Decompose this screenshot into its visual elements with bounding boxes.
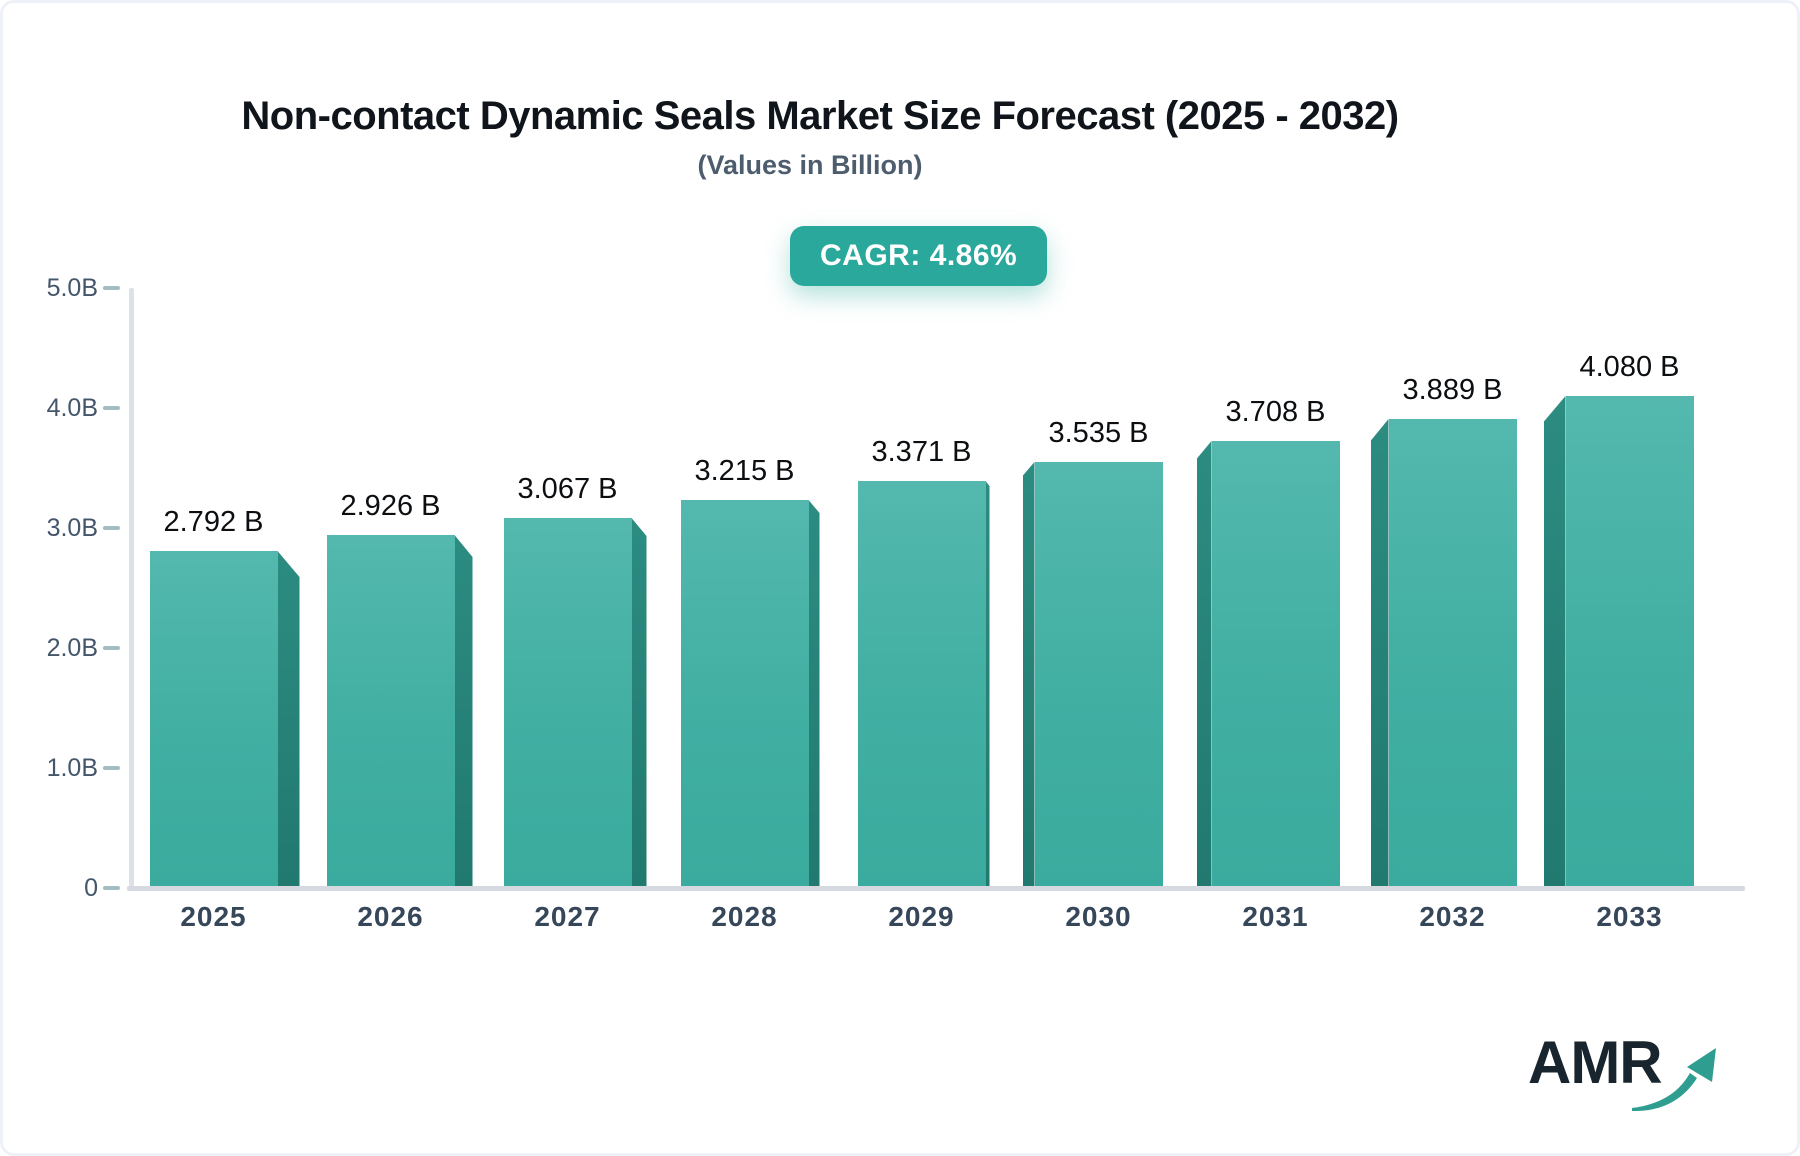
bar-side-face-2033 <box>1543 396 1566 886</box>
chart-title: Non-contact Dynamic Seals Market Size Fo… <box>241 94 1399 138</box>
x-axis-year-label: 2027 <box>534 901 601 932</box>
bar-value-label-2029: 3.371 B <box>871 436 972 468</box>
x-axis-year-label: 2029 <box>888 901 955 932</box>
x-axis-year-label: 2033 <box>1596 901 1663 932</box>
bar-side-face-2028 <box>808 500 820 886</box>
bar-side-face-2025 <box>277 551 300 886</box>
bar-2032 <box>1388 419 1517 886</box>
y-axis-tick-mark <box>103 286 120 290</box>
y-axis-tick-label: 3.0B <box>46 514 98 542</box>
y-axis-line <box>129 288 134 888</box>
x-axis-year-label: 2028 <box>711 901 778 932</box>
bar-2031 <box>1211 441 1340 886</box>
bar-side-face-2031 <box>1196 441 1212 886</box>
bar-value-label-2026: 2.926 B <box>340 490 441 522</box>
bar-side-face-2032 <box>1370 419 1389 886</box>
x-axis-year-label: 2025 <box>180 901 247 932</box>
y-axis-tick-label: 5.0B <box>46 274 98 302</box>
bar-value-label-2025: 2.792 B <box>163 506 264 538</box>
bar-2028 <box>680 500 809 886</box>
bar-2033 <box>1565 396 1694 886</box>
chart-subtitle: (Values in Billion) <box>697 150 923 180</box>
bar-value-label-2033: 4.080 B <box>1579 351 1680 383</box>
x-axis-year-label: 2031 <box>1242 901 1309 932</box>
amr-logo-text: AMR <box>1528 1029 1663 1096</box>
bar-side-face-2027 <box>631 518 647 886</box>
y-axis-tick-mark <box>103 886 120 890</box>
cagr-badge: CAGR: 4.86% <box>790 226 1048 286</box>
bar-2025 <box>149 551 278 886</box>
bar-value-label-2030: 3.535 B <box>1048 417 1149 449</box>
bar-value-label-2032: 3.889 B <box>1402 374 1503 406</box>
y-axis-tick-label: 0 <box>84 874 98 902</box>
bar-value-label-2031: 3.708 B <box>1225 396 1326 428</box>
y-axis-tick-mark <box>103 766 120 770</box>
y-axis-tick-mark <box>103 526 120 530</box>
bar-2030 <box>1034 462 1163 886</box>
bar-2026 <box>326 535 455 886</box>
growth-arrow-icon <box>1632 1048 1716 1112</box>
bar-value-label-2028: 3.215 B <box>694 455 795 487</box>
x-axis-year-label: 2030 <box>1065 901 1132 932</box>
bar-2029 <box>857 481 986 886</box>
bar-value-label-2027: 3.067 B <box>517 473 618 505</box>
y-axis-tick-mark <box>103 406 120 410</box>
bar-side-face-2029 <box>985 481 990 886</box>
y-axis-tick-label: 4.0B <box>46 394 98 422</box>
y-axis-tick-label: 1.0B <box>46 754 98 782</box>
x-axis-line <box>127 886 1745 891</box>
bar-side-face-2026 <box>454 535 473 886</box>
x-axis-year-label: 2026 <box>357 901 424 932</box>
bar-2027 <box>503 518 632 886</box>
x-axis-year-label: 2032 <box>1419 901 1486 932</box>
amr-logo: AMR <box>1528 1028 1718 1118</box>
bar-side-face-2030 <box>1022 462 1035 886</box>
y-axis-tick-mark <box>103 646 120 650</box>
y-axis-tick-label: 2.0B <box>46 634 98 662</box>
